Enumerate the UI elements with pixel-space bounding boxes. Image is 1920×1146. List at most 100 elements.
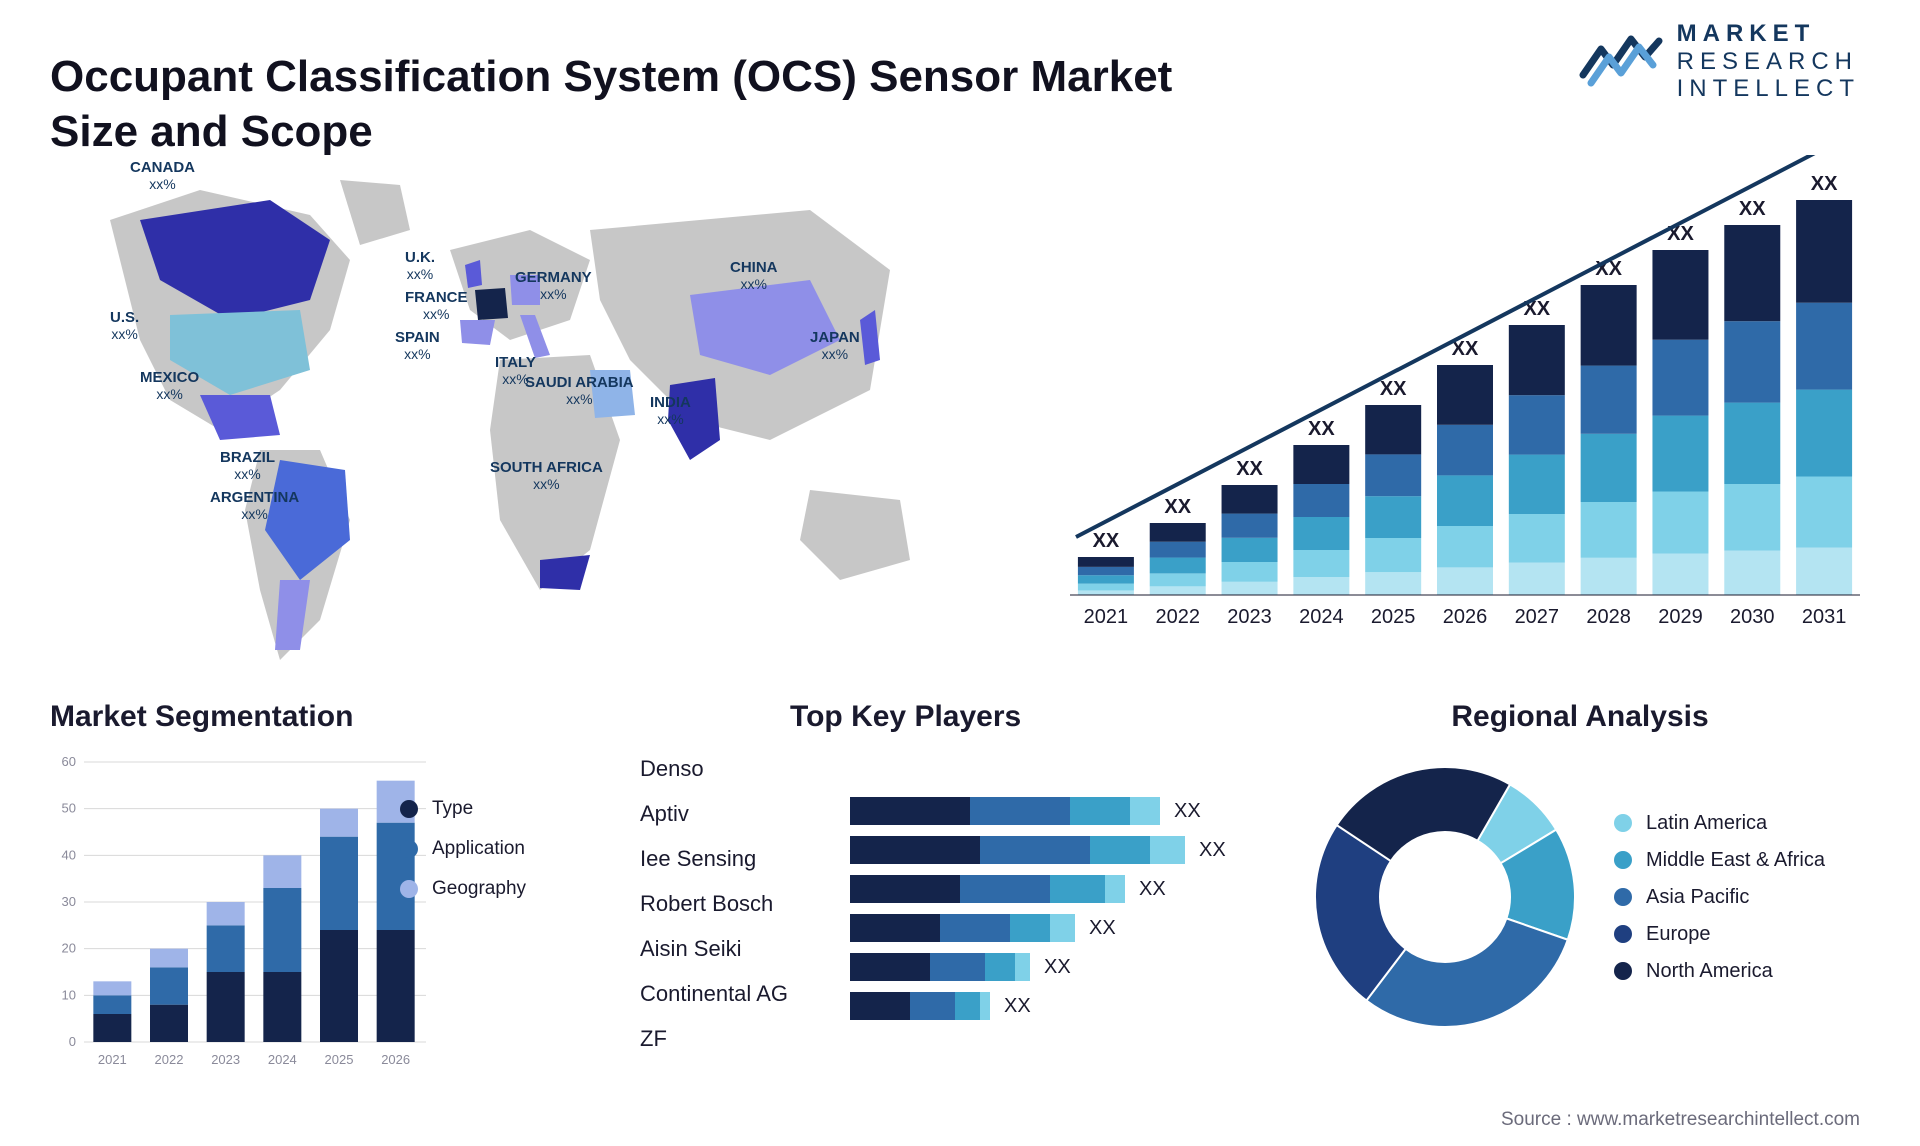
player-name: Aisin Seiki xyxy=(640,926,850,971)
svg-text:2022: 2022 xyxy=(1155,606,1200,628)
region-legend-item: North America xyxy=(1614,960,1825,983)
region-legend-item: Middle East & Africa xyxy=(1614,849,1825,872)
svg-text:2026: 2026 xyxy=(1443,606,1488,628)
svg-text:2029: 2029 xyxy=(1658,606,1703,628)
legend-swatch xyxy=(1614,925,1632,943)
logo-mark-icon xyxy=(1579,29,1663,93)
player-bar-segment xyxy=(980,836,1090,864)
legend-swatch xyxy=(1614,814,1632,832)
map-country-label: SOUTH AFRICAxx% xyxy=(490,460,603,492)
logo-line3: INTELLECT xyxy=(1677,75,1860,103)
source-attribution: Source : www.marketresearchintellect.com xyxy=(1501,1109,1860,1131)
map-country-label: FRANCExx% xyxy=(405,290,468,322)
legend-item: Geography xyxy=(400,878,526,900)
segmentation-section: Market Segmentation 01020304050602021202… xyxy=(50,700,670,1072)
player-bar-segment xyxy=(980,992,990,1020)
player-bar-segment xyxy=(1010,914,1050,942)
player-bar-value: XX xyxy=(1004,995,1031,1018)
segmentation-title: Market Segmentation xyxy=(50,700,670,734)
logo-line1: MARKET xyxy=(1677,20,1860,48)
player-name: ZF xyxy=(640,1016,850,1061)
player-bar-segment xyxy=(850,992,910,1020)
player-bar-value: XX xyxy=(1139,878,1166,901)
svg-text:XX: XX xyxy=(1164,496,1191,518)
player-bar-row: XX xyxy=(850,953,1320,981)
svg-text:20: 20 xyxy=(62,941,76,956)
legend-swatch xyxy=(1614,851,1632,869)
svg-text:10: 10 xyxy=(62,987,76,1002)
map-country-label: GERMANYxx% xyxy=(515,270,592,302)
legend-swatch xyxy=(400,880,418,898)
player-bar-row: XX xyxy=(850,914,1320,942)
player-name: Continental AG xyxy=(640,971,850,1016)
legend-label: Europe xyxy=(1646,923,1711,946)
svg-text:XX: XX xyxy=(1380,378,1407,400)
regional-legend: Latin America Middle East & Africa Asia Pa… xyxy=(1614,798,1825,997)
svg-text:30: 30 xyxy=(62,894,76,909)
svg-text:2030: 2030 xyxy=(1730,606,1775,628)
svg-text:2024: 2024 xyxy=(1299,606,1344,628)
player-bar-segment xyxy=(940,914,1010,942)
player-bar-segment xyxy=(985,953,1015,981)
segmentation-legend: Type Application Geography xyxy=(400,780,526,918)
player-bar-value: XX xyxy=(1044,956,1071,979)
map-country-label: U.S.xx% xyxy=(110,310,139,342)
player-bar-row: XX xyxy=(850,836,1320,864)
region-legend-item: Latin America xyxy=(1614,812,1825,835)
player-bar-segment xyxy=(910,992,955,1020)
legend-label: Geography xyxy=(432,878,526,900)
legend-label: Middle East & Africa xyxy=(1646,849,1825,872)
logo-text: MARKET RESEARCH INTELLECT xyxy=(1677,20,1860,103)
page: Occupant Classification System (OCS) Sen… xyxy=(0,0,1920,1146)
growth-chart-svg: XX2021XX2022XX2023XX2024XX2025XX2026XX20… xyxy=(1070,155,1860,655)
region-legend-item: Europe xyxy=(1614,923,1825,946)
player-bar-segment xyxy=(1050,914,1075,942)
legend-item: Application xyxy=(400,838,526,860)
key-players-names: DensoAptivIee SensingRobert BoschAisin S… xyxy=(640,746,850,1061)
brand-logo: MARKET RESEARCH INTELLECT xyxy=(1579,20,1860,103)
player-bar-row: XX xyxy=(850,992,1320,1020)
player-name: Robert Bosch xyxy=(640,881,850,926)
map-country-label: MEXICOxx% xyxy=(140,370,199,402)
map-country-label: CHINAxx% xyxy=(730,260,778,292)
svg-text:XX: XX xyxy=(1093,530,1120,552)
player-bar-segment xyxy=(1150,836,1185,864)
legend-label: Asia Pacific xyxy=(1646,886,1749,909)
legend-label: Latin America xyxy=(1646,812,1767,835)
svg-text:2021: 2021 xyxy=(1084,606,1129,628)
player-bar-value: XX xyxy=(1199,839,1226,862)
map-country-label: CANADAxx% xyxy=(130,160,195,192)
player-bar-segment xyxy=(1090,836,1150,864)
logo-line2: RESEARCH xyxy=(1677,48,1860,76)
svg-text:XX: XX xyxy=(1236,458,1263,480)
legend-swatch xyxy=(400,840,418,858)
player-bar-segment xyxy=(930,953,985,981)
page-title: Occupant Classification System (OCS) Sen… xyxy=(50,49,1250,159)
player-name: Iee Sensing xyxy=(640,836,850,881)
svg-text:0: 0 xyxy=(69,1034,76,1049)
svg-text:XX: XX xyxy=(1308,418,1335,440)
svg-text:2025: 2025 xyxy=(1371,606,1416,628)
regional-donut-chart xyxy=(1300,752,1590,1042)
svg-text:40: 40 xyxy=(62,847,76,862)
player-bar-segment xyxy=(955,992,980,1020)
player-bar-segment xyxy=(1070,797,1130,825)
map-country-label: INDIAxx% xyxy=(650,395,691,427)
svg-text:2028: 2028 xyxy=(1586,606,1631,628)
svg-text:XX: XX xyxy=(1811,173,1838,195)
legend-item: Type xyxy=(400,798,526,820)
segmentation-svg: 0102030405060202120222023202420252026 xyxy=(50,752,430,1072)
svg-text:2023: 2023 xyxy=(211,1052,240,1067)
svg-text:2031: 2031 xyxy=(1802,606,1847,628)
player-bar-segment xyxy=(1050,875,1105,903)
world-map: CANADAxx%U.S.xx%MEXICOxx%BRAZILxx%ARGENT… xyxy=(50,160,970,680)
player-bar-segment xyxy=(850,836,980,864)
player-bar-segment xyxy=(850,953,930,981)
player-bar-value: XX xyxy=(1174,800,1201,823)
map-country-label: ARGENTINAxx% xyxy=(210,490,299,522)
player-bar-row: XX xyxy=(850,875,1320,903)
map-country-label: SPAINxx% xyxy=(395,330,440,362)
svg-text:50: 50 xyxy=(62,801,76,816)
svg-text:2026: 2026 xyxy=(381,1052,410,1067)
svg-text:XX: XX xyxy=(1739,198,1766,220)
